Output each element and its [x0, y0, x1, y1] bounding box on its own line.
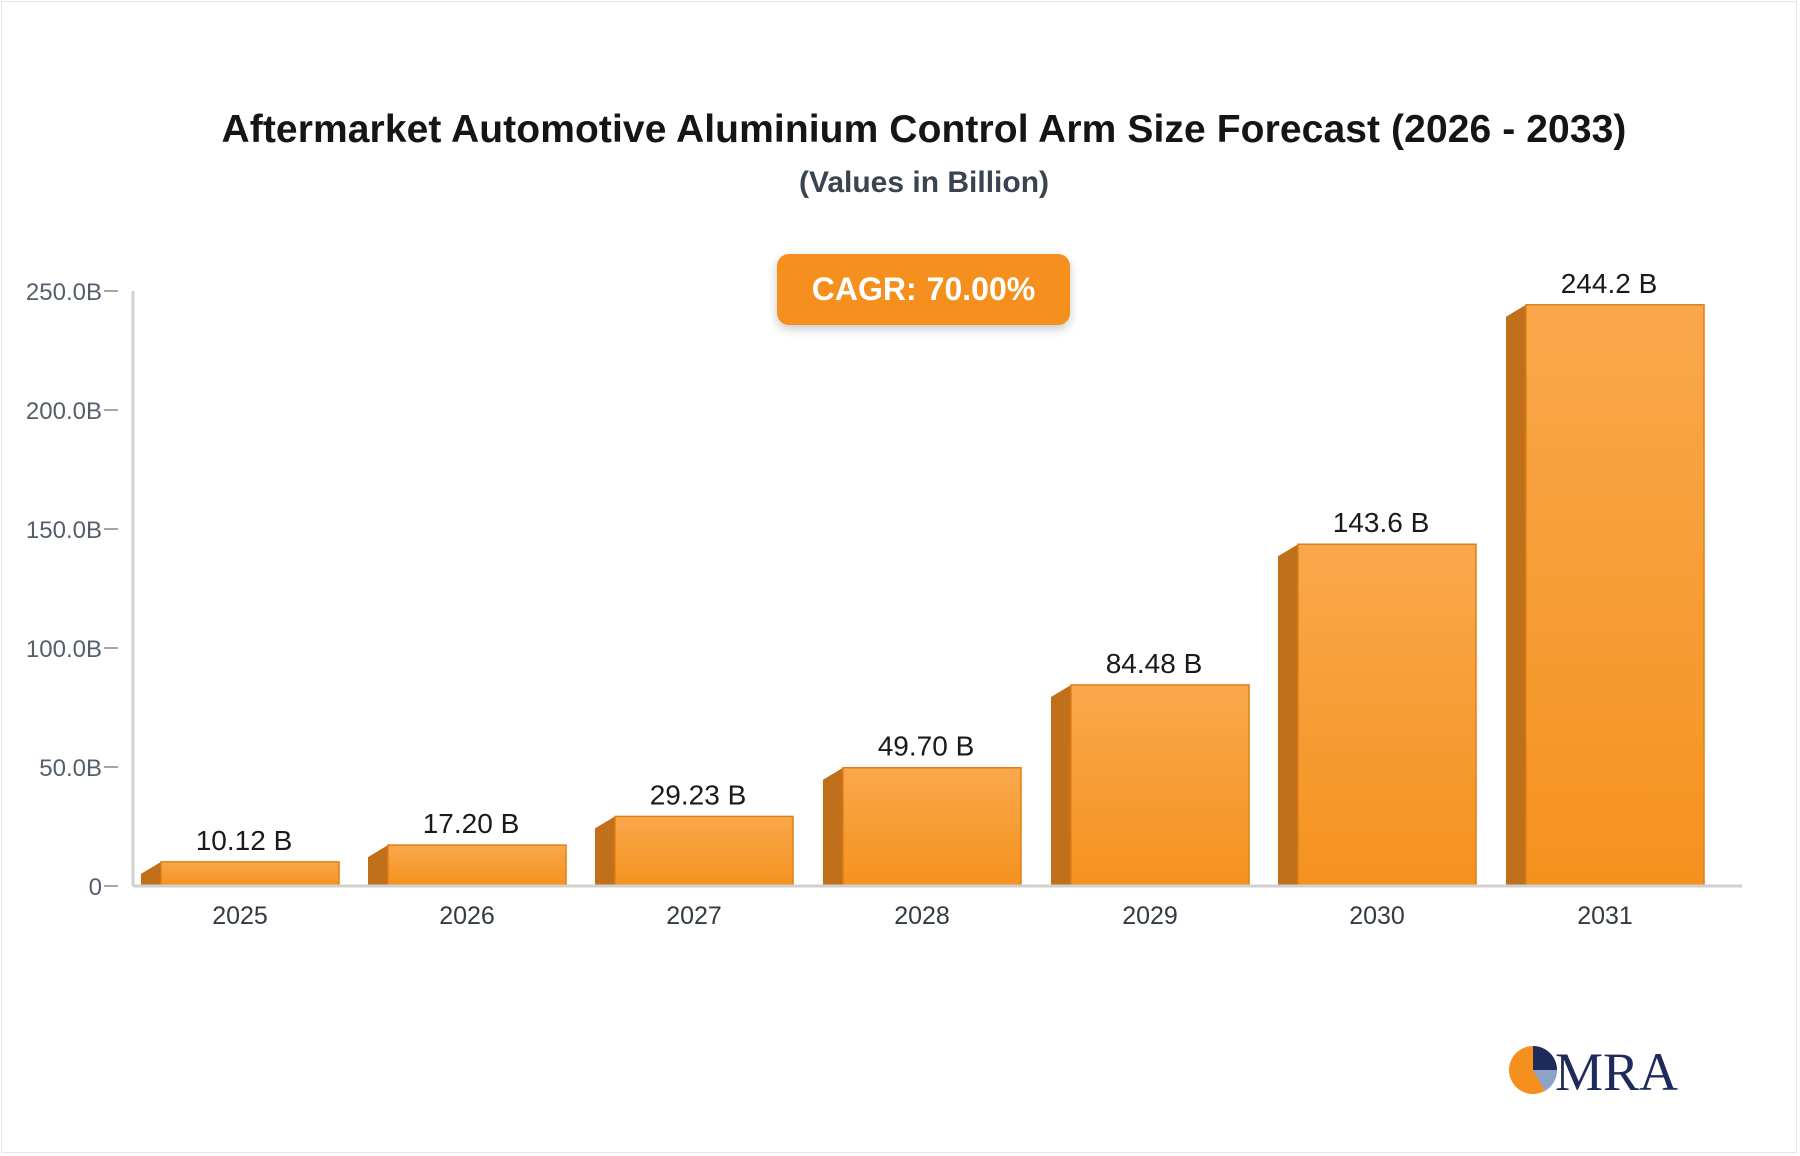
- logo-text: MRA: [1555, 1042, 1678, 1100]
- bar-front: [1525, 304, 1705, 887]
- bar-side: [1506, 304, 1526, 887]
- bar-2027: [595, 815, 794, 887]
- data-label: 29.23 B: [650, 779, 747, 810]
- bar-side: [1278, 544, 1298, 886]
- y-tick-label: 200.0B: [26, 398, 102, 425]
- y-tick-label: 0: [89, 874, 102, 901]
- cagr-badge: CAGR: 70.00%: [777, 254, 1070, 325]
- y-tick-label: 50.0B: [39, 755, 102, 782]
- x-tick-label: 2027: [666, 902, 722, 930]
- bar-2025: [141, 861, 340, 887]
- bar-side: [368, 845, 388, 886]
- x-axis: 2025 2026 2027 2028 2029 2030 2031: [133, 884, 1742, 930]
- bar-front: [1070, 684, 1250, 887]
- x-tick-label: 2025: [212, 902, 268, 930]
- bar-side: [823, 767, 843, 886]
- cagr-label: CAGR:: [811, 271, 917, 307]
- bar-front: [842, 766, 1022, 887]
- bar-2030: [1278, 543, 1477, 887]
- bar-2029: [1051, 684, 1250, 887]
- bar-front: [1297, 543, 1477, 887]
- x-tick-label: 2026: [439, 902, 495, 930]
- bars: 10.12 B 17.20 B 29.23 B 49.70 B 84.48 B 143.6…: [141, 268, 1705, 887]
- x-tick-label: 2031: [1577, 902, 1633, 930]
- y-axis: 0 50.0B 100.0B 150.0B 200.0B 250.0B: [26, 279, 135, 901]
- chart-title: Aftermarket Automotive Aluminium Control…: [221, 108, 1627, 151]
- data-label: 84.48 B: [1106, 648, 1203, 679]
- data-label: 143.6 B: [1333, 507, 1430, 538]
- x-tick-label: 2028: [894, 902, 950, 930]
- y-tick-label: 150.0B: [26, 517, 102, 544]
- mra-logo: MRA: [1509, 1042, 1678, 1100]
- data-label: 17.20 B: [423, 808, 520, 839]
- data-label: 49.70 B: [878, 731, 975, 762]
- bar-front: [387, 844, 567, 887]
- x-tick-label: 2029: [1122, 902, 1178, 930]
- bar-2026: [368, 844, 567, 887]
- x-tick-label: 2030: [1349, 902, 1405, 930]
- pie-logo-icon: [1509, 1046, 1558, 1094]
- data-label: 244.2 B: [1561, 268, 1658, 299]
- chart-subtitle: (Values in Billion): [798, 166, 1050, 199]
- bar-2028: [823, 766, 1022, 887]
- bar-side: [595, 816, 615, 886]
- y-tick-label: 250.0B: [26, 279, 102, 306]
- y-tick-label: 100.0B: [26, 636, 102, 663]
- bar-front: [614, 815, 794, 887]
- bar-front: [160, 861, 340, 887]
- data-label: 10.12 B: [196, 825, 293, 856]
- cagr-value: 70.00%: [926, 271, 1036, 307]
- bar-side: [141, 861, 161, 886]
- bar-side: [1051, 684, 1071, 886]
- bar-2031: [1506, 304, 1705, 887]
